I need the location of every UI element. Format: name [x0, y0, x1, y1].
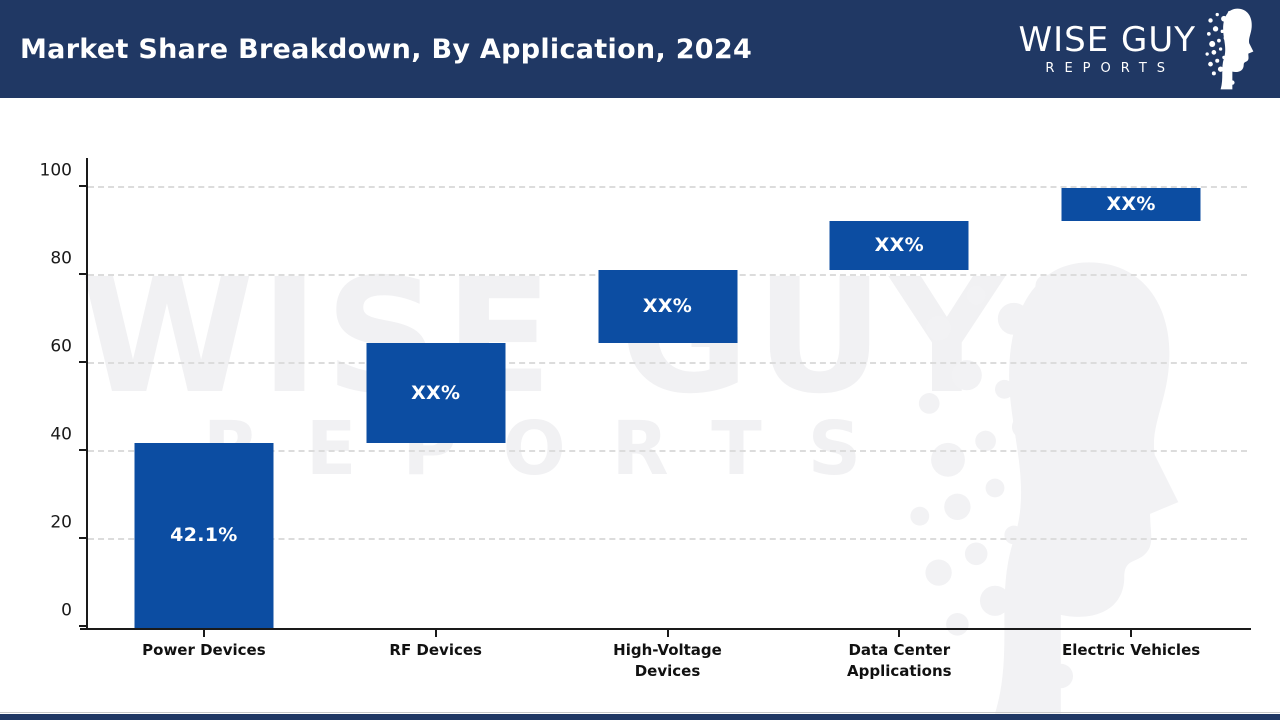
bar: XX%: [366, 343, 506, 443]
x-axis-label-line: RF Devices: [389, 641, 482, 659]
logo-wordmark: WISE GUY: [1018, 20, 1196, 60]
x-axis: [80, 628, 1251, 630]
x-axis-label-line: High-Voltage: [613, 641, 722, 659]
bar-value-label: XX%: [411, 381, 461, 404]
x-axis-label-line: Applications: [846, 662, 952, 680]
bar: XX%: [829, 220, 969, 270]
y-axis: [86, 158, 88, 628]
y-tick: [79, 360, 86, 363]
wiseguy-face-icon: [1205, 8, 1254, 90]
y-tick-label: 40: [50, 424, 72, 445]
x-tick: [898, 630, 901, 637]
y-tick-label: 80: [50, 248, 72, 269]
y-tick: [79, 184, 86, 187]
bar-value-label: XX%: [874, 234, 924, 257]
wiseguy-logo: WISE GUY REPORTS: [1018, 7, 1266, 91]
x-axis-label-line: Power Devices: [142, 641, 266, 659]
y-tick-label: 0: [61, 600, 72, 621]
x-axis-label: High-Voltage Devices: [558, 640, 778, 682]
y-tick: [79, 448, 86, 451]
x-axis-label-line: Data Center: [848, 641, 951, 659]
bottom-divider: [0, 712, 1280, 713]
header-bar: Market Share Breakdown, By Application, …: [0, 0, 1280, 98]
gridline: [88, 185, 1247, 188]
y-tick: [79, 272, 86, 275]
y-tick-label: 60: [50, 336, 72, 357]
x-axis-label: Data Center Applications: [789, 640, 1009, 682]
x-axis-label: RF Devices: [326, 640, 546, 661]
x-axis-label: Power Devices: [94, 640, 314, 661]
x-tick: [202, 630, 205, 637]
gridline: [88, 449, 1247, 452]
gridline: [88, 537, 1247, 540]
x-axis-label: Electric Vehicles: [1021, 640, 1241, 661]
chart-title: Market Share Breakdown, By Application, …: [20, 33, 753, 65]
x-tick: [666, 630, 669, 637]
plot-area: 0 20 40 60 80 100 42.1% Power Devices XX% RF Devi…: [40, 158, 1251, 680]
bar-value-label: 42.1%: [170, 524, 238, 547]
x-axis-label-line: Electric Vehicles: [1061, 641, 1201, 659]
bar: 42.1%: [134, 442, 274, 628]
bar: XX%: [1061, 187, 1201, 221]
x-tick: [434, 630, 437, 637]
bar-value-label: XX%: [1106, 193, 1156, 216]
chart-area: WISE GUY REPORTS 0 20 40 60 80 100 42.1% Power …: [0, 98, 1280, 714]
footer-bar: [0, 714, 1280, 720]
y-tick-label: 20: [50, 512, 72, 533]
y-tick: [79, 536, 86, 539]
bar-value-label: XX%: [642, 295, 693, 318]
gridline: [88, 361, 1247, 364]
y-tick: [79, 625, 86, 627]
logo-subtitle: REPORTS: [1045, 61, 1176, 76]
x-axis-label-line: Devices: [634, 662, 701, 680]
bar: XX%: [598, 269, 737, 344]
x-tick: [1130, 630, 1133, 637]
y-tick-label: 100: [39, 160, 72, 181]
wiseguy-logo-text: WISE GUY REPORTS: [1018, 23, 1196, 75]
